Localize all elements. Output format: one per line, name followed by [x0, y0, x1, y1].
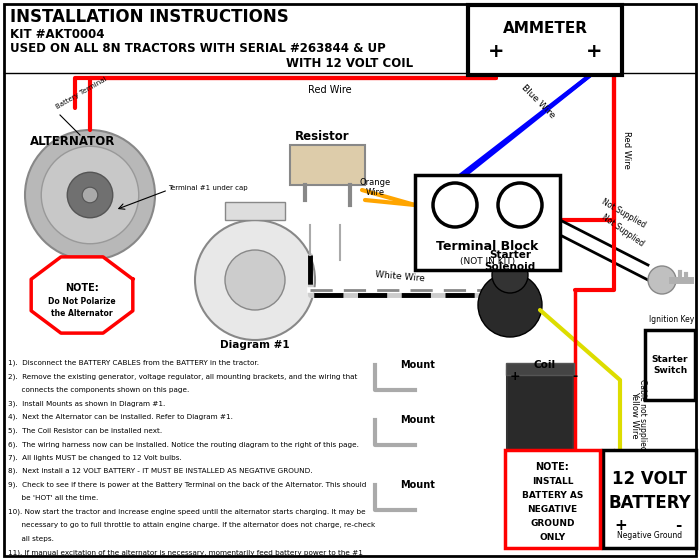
- Text: INSTALLATION INSTRUCTIONS: INSTALLATION INSTRUCTIONS: [10, 8, 288, 26]
- Text: 5).  The Coil Resistor can be installed next.: 5). The Coil Resistor can be installed n…: [8, 427, 162, 434]
- Text: Red Wire: Red Wire: [308, 85, 352, 95]
- Text: ALTERNATOR: ALTERNATOR: [30, 135, 116, 148]
- Text: Terminal Block: Terminal Block: [436, 240, 539, 253]
- Circle shape: [478, 273, 542, 337]
- Text: +: +: [510, 370, 520, 383]
- FancyBboxPatch shape: [645, 330, 695, 400]
- Text: BATTERY AS: BATTERY AS: [522, 491, 583, 500]
- FancyBboxPatch shape: [415, 175, 560, 270]
- Text: NOTE:: NOTE:: [536, 462, 569, 472]
- Text: Orange
Wire: Orange Wire: [359, 178, 391, 197]
- Text: Red Wire: Red Wire: [622, 131, 631, 169]
- Text: connects the components shown on this page.: connects the components shown on this pa…: [8, 387, 189, 393]
- Text: NEGATIVE: NEGATIVE: [527, 505, 578, 514]
- Text: Not Supplied: Not Supplied: [600, 198, 648, 230]
- FancyBboxPatch shape: [507, 367, 573, 463]
- Text: White Wire: White Wire: [374, 270, 425, 283]
- Polygon shape: [32, 257, 133, 333]
- Text: Starter
Solenoid: Starter Solenoid: [484, 250, 536, 272]
- Text: Not Supplied: Not Supplied: [600, 212, 645, 248]
- Text: Mount: Mount: [400, 360, 435, 370]
- FancyBboxPatch shape: [505, 450, 600, 548]
- Text: -: -: [675, 518, 681, 533]
- Text: INSTALL: INSTALL: [532, 477, 573, 486]
- Circle shape: [498, 183, 542, 227]
- Text: AMMETER: AMMETER: [503, 21, 587, 36]
- Circle shape: [433, 183, 477, 227]
- Text: Cable not supplied: Cable not supplied: [638, 379, 647, 451]
- Text: be 'HOT' all the time.: be 'HOT' all the time.: [8, 495, 98, 501]
- Circle shape: [492, 257, 528, 293]
- Text: WITH 12 VOLT COIL: WITH 12 VOLT COIL: [286, 57, 414, 70]
- Text: 7).  All lights MUST be changed to 12 Volt bulbs.: 7). All lights MUST be changed to 12 Vol…: [8, 455, 182, 461]
- Text: ONLY: ONLY: [540, 533, 566, 542]
- Text: NOTE:: NOTE:: [65, 283, 99, 293]
- Text: Yellow Wire: Yellow Wire: [630, 391, 639, 439]
- Text: Ignition Key: Ignition Key: [650, 315, 694, 324]
- Text: 4).  Next the Alternator can be installed. Refer to Diagram #1.: 4). Next the Alternator can be installed…: [8, 414, 233, 421]
- Text: Blue Wire: Blue Wire: [520, 83, 557, 120]
- Text: 12 VOLT: 12 VOLT: [612, 470, 687, 488]
- Text: +: +: [488, 42, 504, 61]
- Text: 10). Now start the tractor and increase engine speed until the alternator starts: 10). Now start the tractor and increase …: [8, 508, 365, 515]
- Text: 2).  Remove the existing generator, voltage regulator, all mounting brackets, an: 2). Remove the existing generator, volta…: [8, 374, 358, 380]
- Text: Battery Terminal: Battery Terminal: [55, 76, 108, 110]
- Text: Coil: Coil: [534, 360, 556, 370]
- Text: GROUND: GROUND: [531, 519, 575, 528]
- Text: 1).  Disconnect the BATTERY CABLES from the BATTERY in the tractor.: 1). Disconnect the BATTERY CABLES from t…: [8, 360, 259, 366]
- Text: 3).  Install Mounts as shown in Diagram #1.: 3). Install Mounts as shown in Diagram #…: [8, 400, 165, 407]
- FancyBboxPatch shape: [225, 202, 285, 220]
- Text: BATTERY: BATTERY: [608, 494, 691, 512]
- Text: the Alternator: the Alternator: [51, 309, 113, 318]
- FancyBboxPatch shape: [290, 145, 365, 185]
- Text: Do Not Polarize: Do Not Polarize: [48, 297, 116, 306]
- Text: 9).  Check to see if there is power at the Battery Terminal on the back of the A: 9). Check to see if there is power at th…: [8, 482, 366, 488]
- Circle shape: [648, 266, 676, 294]
- Circle shape: [67, 172, 113, 218]
- Circle shape: [25, 130, 155, 260]
- Text: Diagram #1: Diagram #1: [220, 340, 290, 350]
- FancyBboxPatch shape: [506, 363, 574, 375]
- Circle shape: [41, 146, 139, 244]
- Text: 11). If manual excitation of the alternator is necessary, momentarily feed batte: 11). If manual excitation of the alterna…: [8, 549, 363, 556]
- Text: necessary to go to full throttle to attain engine charge. If the alternator does: necessary to go to full throttle to atta…: [8, 522, 375, 528]
- Text: (NOT IN KIT): (NOT IN KIT): [460, 257, 515, 266]
- Text: Negative Ground: Negative Ground: [617, 531, 682, 540]
- Circle shape: [82, 187, 98, 203]
- Circle shape: [195, 220, 315, 340]
- Text: Resistor: Resistor: [295, 130, 349, 143]
- Text: -: -: [573, 370, 577, 383]
- Text: 6).  The wiring harness now can be installed. Notice the routing diagram to the : 6). The wiring harness now can be instal…: [8, 441, 359, 447]
- Text: 8).  Next install a 12 VOLT BATTERY - IT MUST BE INSTALLED AS NEGATIVE GROUND.: 8). Next install a 12 VOLT BATTERY - IT …: [8, 468, 312, 474]
- Text: Terminal #1 under cap: Terminal #1 under cap: [168, 185, 248, 191]
- Text: USED ON ALL 8N TRACTORS WITH SERIAL #263844 & UP: USED ON ALL 8N TRACTORS WITH SERIAL #263…: [10, 42, 386, 55]
- Text: all steps.: all steps.: [8, 535, 54, 542]
- FancyBboxPatch shape: [468, 5, 622, 75]
- Text: KIT #AKT0004: KIT #AKT0004: [10, 28, 104, 41]
- Text: +: +: [615, 518, 627, 533]
- FancyBboxPatch shape: [603, 450, 696, 548]
- Circle shape: [225, 250, 285, 310]
- Text: Mount: Mount: [400, 415, 435, 425]
- Text: Starter
Switch: Starter Switch: [652, 355, 688, 375]
- Text: +: +: [586, 42, 602, 61]
- Text: Mount: Mount: [400, 480, 435, 490]
